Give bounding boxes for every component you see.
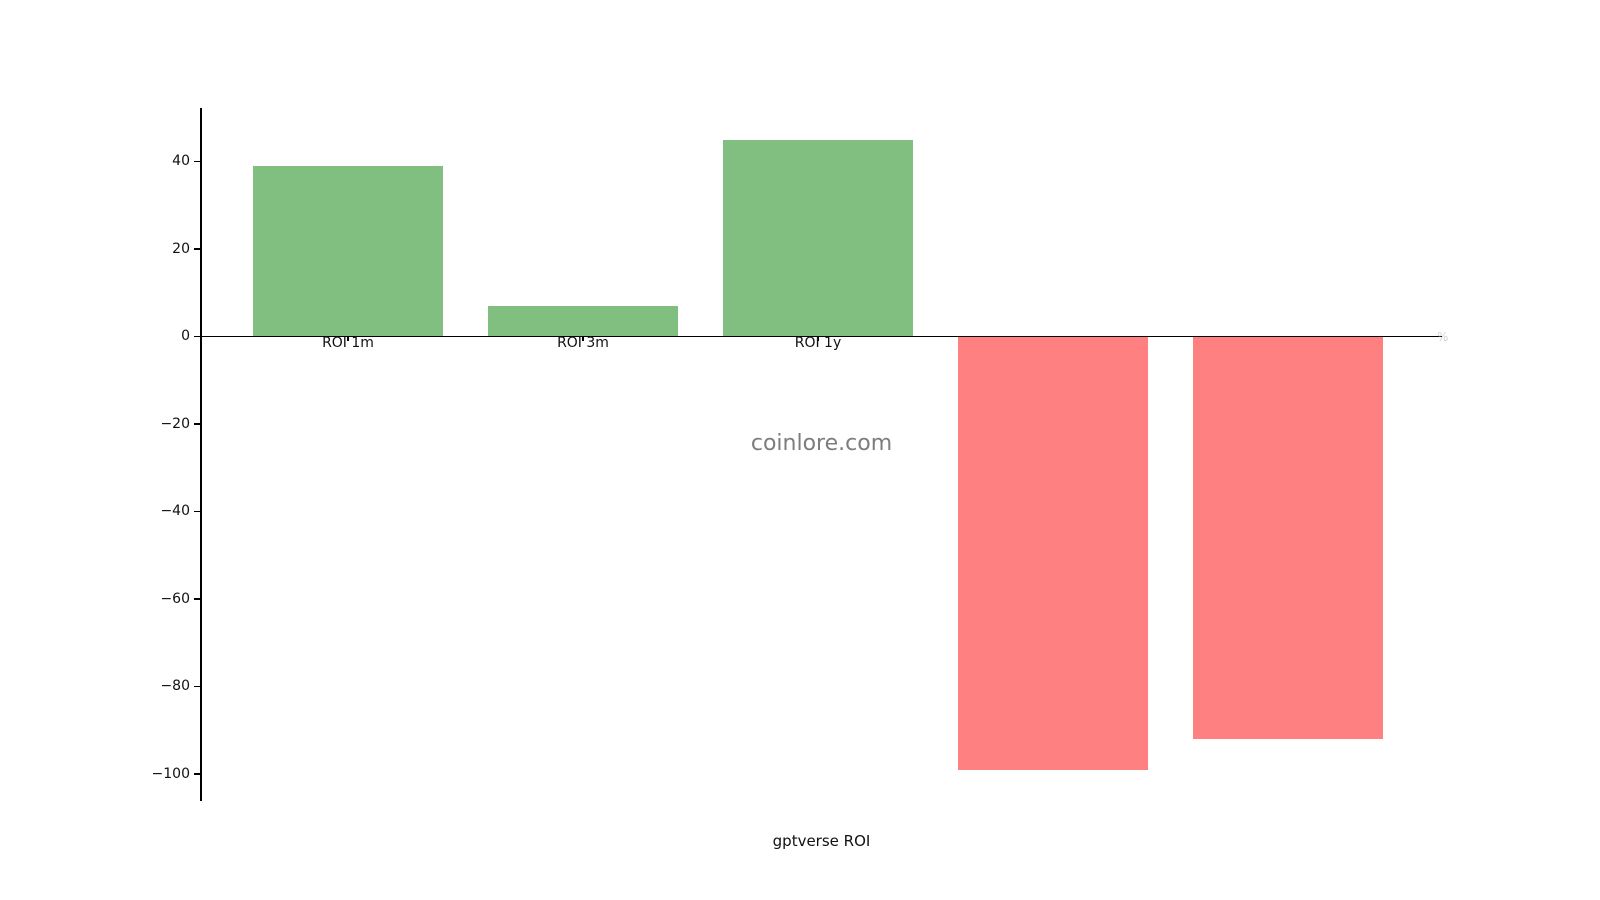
x-tick-label: ROI 3m [557, 335, 609, 352]
axis-end-percent-mark: % [1437, 330, 1449, 345]
y-tick-label: 40 [172, 153, 190, 170]
y-tick-mark [194, 685, 200, 688]
y-tick-label: −60 [160, 590, 190, 607]
chart-bar-roi-1m [253, 165, 443, 337]
y-tick-mark [194, 335, 200, 338]
y-tick-mark [194, 510, 200, 513]
y-tick-label: −20 [160, 415, 190, 432]
x-tick-mark [817, 336, 819, 342]
y-tick-mark [194, 773, 200, 775]
x-axis-zero-line [201, 335, 1442, 338]
chart-bar-roi-3m [488, 305, 678, 337]
y-tick-label: 0 [181, 328, 190, 345]
chart-bar-neg-4 [1193, 336, 1383, 739]
x-tick-mark [347, 336, 349, 342]
y-tick-label: −80 [160, 678, 190, 695]
x-tick-label: ROI 1m [322, 335, 374, 352]
chart-bar-neg-3 [958, 336, 1148, 770]
y-tick-label: −40 [160, 503, 190, 520]
x-tick-mark [582, 336, 584, 342]
y-tick-mark [194, 598, 200, 600]
x-axis-title: gptverse ROI [772, 832, 871, 850]
chart-bar-roi-1y [723, 139, 913, 337]
y-tick-label: −100 [151, 765, 190, 782]
x-tick-label: ROI 1y [794, 335, 842, 352]
y-axis-line [200, 108, 202, 801]
y-tick-label: 20 [172, 240, 190, 257]
y-tick-mark [194, 160, 200, 163]
y-tick-mark [194, 423, 200, 425]
y-tick-mark [194, 248, 200, 250]
watermark-text: coinlore.com [750, 431, 893, 456]
